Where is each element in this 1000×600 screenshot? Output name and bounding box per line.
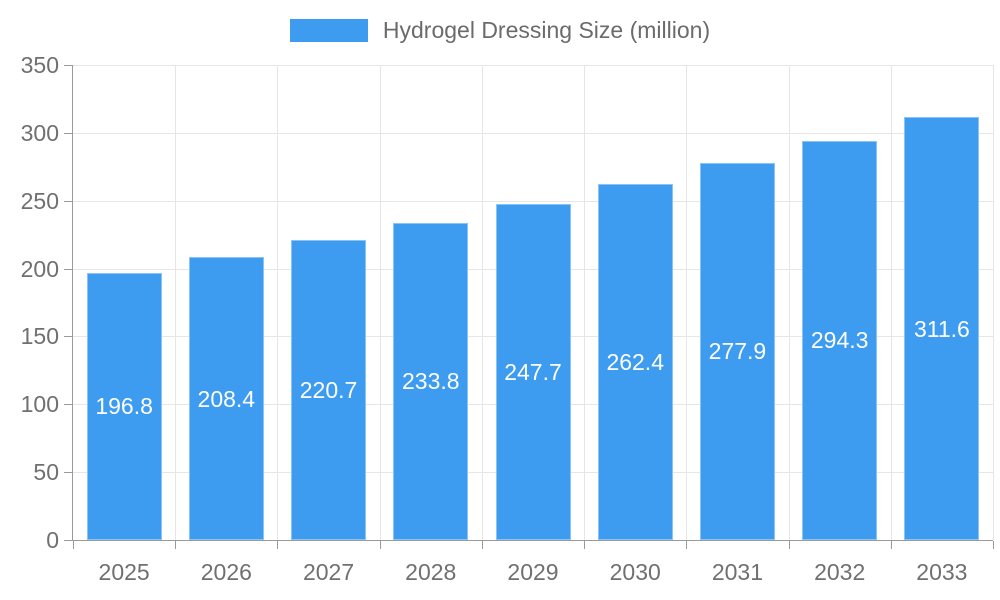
y-axis-tick: [64, 132, 72, 134]
y-axis-tick: [64, 472, 72, 474]
gridline-vertical: [482, 65, 483, 540]
y-tick-label: 150: [20, 323, 59, 350]
bar-value-label: 196.8: [95, 393, 153, 420]
legend[interactable]: Hydrogel Dressing Size (million): [0, 13, 1000, 47]
x-axis-tick: [686, 541, 687, 549]
x-tick-label: 2032: [814, 559, 866, 585]
bar: [700, 163, 775, 540]
bar: [291, 240, 366, 540]
x-tick-label: 2030: [609, 559, 661, 585]
bar-value-label: 262.4: [606, 348, 664, 375]
plot-area: 196.8 208.4 220.7 233.8 247.7 262.4 277.9 294.3…: [64, 65, 994, 549]
legend-label: Hydrogel Dressing Size (million): [382, 16, 711, 43]
y-tick-label: 350: [20, 52, 59, 78]
bar: [189, 257, 264, 540]
x-tick-label: 2033: [916, 559, 968, 585]
gridline-vertical: [584, 65, 585, 540]
gridline-vertical: [789, 65, 790, 540]
x-tick-label: 2025: [98, 559, 150, 585]
x-axis-tick: [175, 541, 176, 549]
gridline-horizontal: [73, 200, 993, 202]
bar: [393, 223, 468, 540]
bar: [496, 204, 571, 540]
y-axis-tick: [64, 65, 72, 66]
y-tick-label: 250: [20, 187, 59, 214]
bar: [87, 273, 162, 540]
y-tick-label: 300: [20, 119, 59, 146]
y-axis-tick: [64, 200, 72, 202]
legend-swatch-icon: [289, 18, 368, 42]
y-tick-label: 0: [46, 527, 59, 553]
x-axis-tick: [482, 541, 483, 549]
y-axis-line: [72, 65, 73, 541]
x-axis-tick: [789, 541, 790, 549]
gridline-vertical: [891, 65, 892, 540]
y-axis-tick: [64, 540, 72, 541]
gridline-vertical: [380, 65, 381, 540]
y-tick-label: 50: [33, 459, 59, 486]
x-axis-tick: [584, 541, 585, 549]
x-tick-label: 2029: [507, 559, 559, 585]
bar-value-label: 311.6: [913, 315, 970, 342]
y-tick-label: 200: [20, 255, 59, 282]
x-axis-tick: [891, 541, 892, 549]
gridline-horizontal: [73, 65, 993, 66]
y-axis-tick: [64, 336, 72, 338]
bar-value-label: 277.9: [708, 338, 767, 365]
x-axis-line: [72, 540, 993, 541]
gridline-vertical: [277, 65, 278, 540]
x-tick-label: 2027: [302, 559, 355, 585]
y-axis-tick: [64, 268, 72, 270]
x-tick-label: 2028: [405, 559, 457, 585]
bar-value-label: 208.4: [197, 385, 256, 412]
gridline-horizontal: [73, 132, 993, 134]
bar: [802, 141, 877, 540]
gridline-vertical: [175, 65, 176, 540]
x-axis-tick: [277, 541, 278, 549]
gridline-vertical: [686, 65, 687, 540]
x-axis-tick: [73, 541, 74, 549]
x-axis-tick: [380, 541, 381, 549]
bar: [904, 117, 979, 540]
y-axis-tick: [64, 404, 72, 406]
bar-value-label: 294.3: [810, 327, 869, 354]
bar-value-label: 247.7: [504, 358, 562, 385]
gridline-vertical: [993, 65, 994, 540]
x-tick-label: 2031: [711, 559, 764, 585]
bar-value-label: 220.7: [299, 377, 358, 404]
x-axis-tick: [993, 541, 994, 549]
y-tick-label: 100: [20, 391, 59, 418]
x-tick-label: 2026: [200, 559, 252, 585]
bar: [598, 184, 673, 540]
bar-value-label: 233.8: [401, 368, 460, 395]
